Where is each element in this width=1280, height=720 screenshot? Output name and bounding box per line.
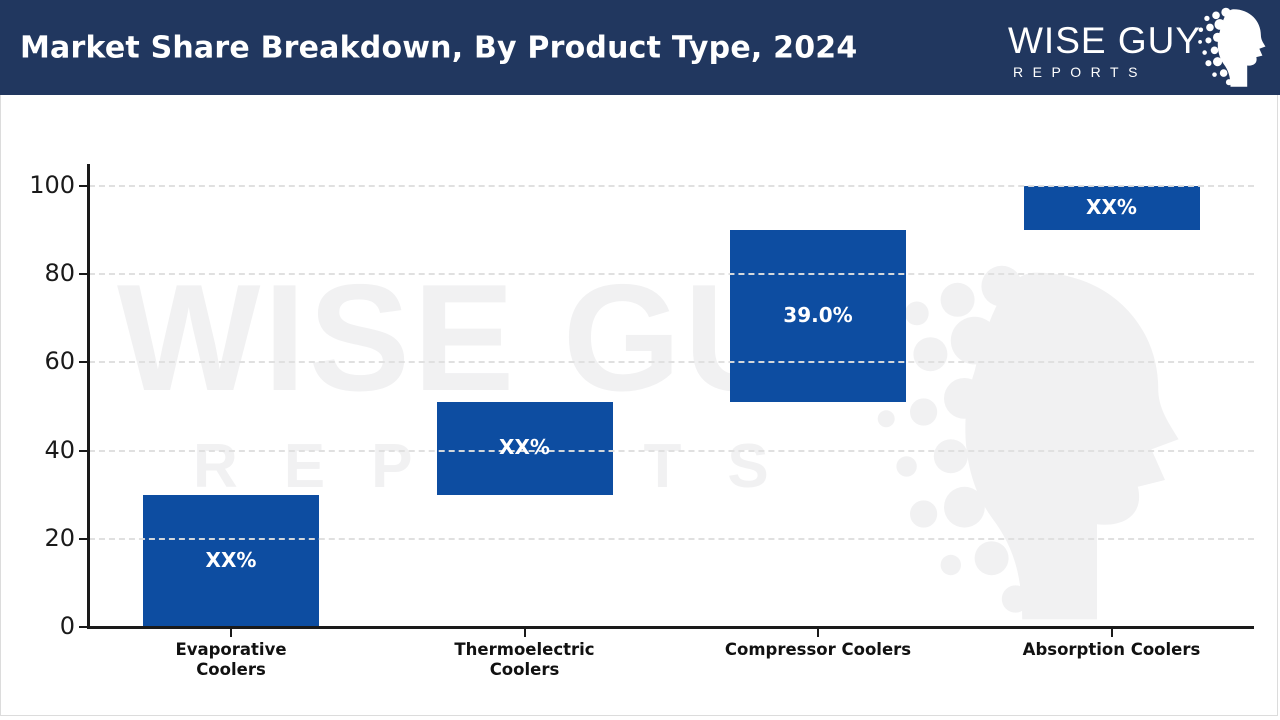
x-category-label-evaporative-coolers: Evaporative Coolers <box>175 640 287 679</box>
y-tick-label-20: 20 <box>44 523 75 552</box>
header-bar: Market Share Breakdown, By Product Type,… <box>0 0 1280 95</box>
y-tick-mark-0 <box>79 626 87 628</box>
bar-evaporative-coolers <box>143 494 319 627</box>
x-category-label-thermoelectric-coolers: Thermoelectric Coolers <box>454 640 595 679</box>
bar-value-label-compressor-coolers: 39.0% <box>783 303 853 328</box>
bar-value-label-evaporative-coolers: XX% <box>205 547 257 572</box>
watermark-face-icon <box>877 265 1179 620</box>
wiseguy-face-icon <box>1198 7 1266 87</box>
y-tick-mark-100 <box>79 185 87 187</box>
gridline-60 <box>89 361 1254 364</box>
y-tick-mark-20 <box>79 537 87 540</box>
logo-sub-text: REPORTS <box>1013 64 1147 80</box>
y-tick-label-60: 60 <box>44 347 75 376</box>
bar-absorption-coolers <box>1023 186 1200 231</box>
logo-name-text: WISE GUY <box>1008 20 1202 61</box>
bar-value-label-thermoelectric-coolers: XX% <box>499 435 550 460</box>
gridline-80 <box>89 273 1254 276</box>
y-tick-label-100: 100 <box>29 171 75 199</box>
wiseguy-logo: WISE GUY REPORTS <box>1008 4 1270 92</box>
y-tick-mark-80 <box>79 273 87 276</box>
gridline-40 <box>89 449 1254 452</box>
chart-canvas: WISE GUY REPORTS XX%XX%39.0%XX%020406080… <box>0 95 1278 716</box>
y-tick-mark-60 <box>79 361 87 364</box>
bar-compressor-coolers <box>730 230 906 403</box>
gridline-20 <box>89 537 1254 540</box>
y-tick-label-40: 40 <box>44 435 75 464</box>
x-axis-line <box>87 626 1254 629</box>
x-tick-mark-evaporative-coolers <box>230 628 232 637</box>
x-tick-mark-absorption-coolers <box>1110 628 1113 637</box>
y-axis-line <box>87 164 90 627</box>
x-tick-mark-compressor-coolers <box>817 628 819 637</box>
y-tick-mark-40 <box>79 449 87 452</box>
bar-thermoelectric-coolers <box>436 402 613 495</box>
x-category-label-absorption-coolers: Absorption Coolers <box>1022 640 1201 659</box>
gridline-100 <box>89 185 1254 187</box>
x-category-label-compressor-coolers: Compressor Coolers <box>724 640 912 659</box>
y-tick-label-0: 0 <box>59 612 75 640</box>
x-tick-mark-thermoelectric-coolers <box>523 628 526 637</box>
bar-value-label-absorption-coolers: XX% <box>1086 195 1137 220</box>
page-title: Market Share Breakdown, By Product Type,… <box>20 30 858 65</box>
y-tick-label-80: 80 <box>44 259 75 288</box>
